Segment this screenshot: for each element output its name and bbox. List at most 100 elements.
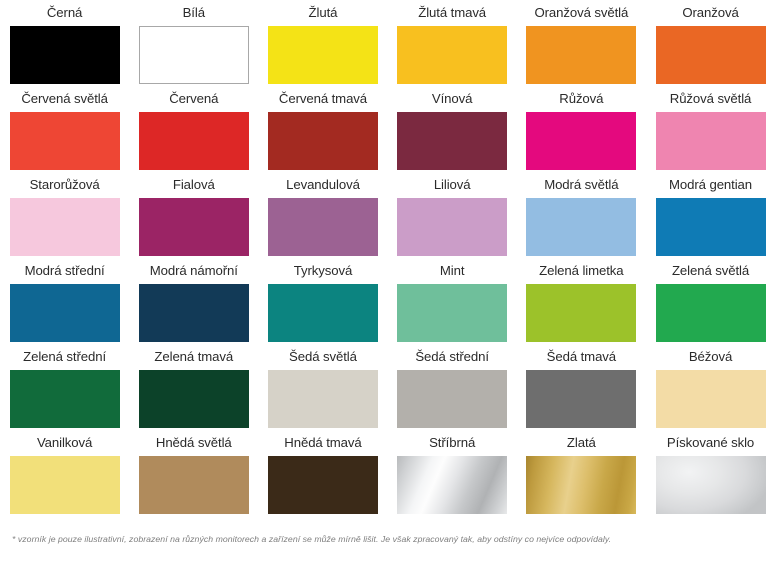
swatch-cell[interactable]: Zlatá — [517, 430, 646, 516]
swatch-label: Bílá — [182, 5, 205, 21]
swatch-color-chip[interactable] — [9, 26, 120, 84]
swatch-color-chip[interactable] — [397, 370, 508, 428]
swatch-cell[interactable]: Liliová — [388, 172, 517, 258]
swatch-cell[interactable]: Růžová — [517, 86, 646, 172]
swatch-label: Zelená střední — [23, 349, 107, 365]
swatch-label: Hnědá tmavá — [284, 435, 362, 451]
swatch-color-chip[interactable] — [397, 456, 508, 514]
swatch-cell[interactable]: Starorůžová — [0, 172, 129, 258]
swatch-cell[interactable]: Levandulová — [258, 172, 387, 258]
swatch-color-chip[interactable] — [267, 198, 378, 256]
swatch-cell[interactable]: Oranžová světlá — [517, 0, 646, 86]
swatch-cell[interactable]: Červená tmavá — [258, 86, 387, 172]
swatch-color-chip[interactable] — [138, 112, 249, 170]
swatch-label: Oranžová světlá — [534, 5, 629, 21]
swatch-cell[interactable]: Žlutá tmavá — [388, 0, 517, 86]
swatch-cell[interactable]: Vínová — [388, 86, 517, 172]
swatch-label: Levandulová — [286, 177, 360, 193]
swatch-label: Žlutá — [308, 5, 338, 21]
swatch-cell[interactable]: Bílá — [129, 0, 258, 86]
swatch-color-chip[interactable] — [138, 198, 249, 256]
swatch-color-chip[interactable] — [526, 198, 637, 256]
color-swatch-grid: Černá Bílá Žlutá Žlutá tmavá Oranžová světlá… — [0, 0, 775, 516]
swatch-cell[interactable]: Zelená limetka — [517, 258, 646, 344]
swatch-cell[interactable]: Vanilková — [0, 430, 129, 516]
swatch-color-chip[interactable] — [655, 198, 766, 256]
swatch-color-chip[interactable] — [655, 112, 766, 170]
swatch-label: Hnědá světlá — [155, 435, 232, 451]
swatch-cell[interactable]: Mint — [388, 258, 517, 344]
swatch-color-chip[interactable] — [397, 284, 508, 342]
swatch-cell[interactable]: Modrá gentian — [646, 172, 775, 258]
swatch-color-chip[interactable] — [138, 284, 249, 342]
swatch-label: Pískované sklo — [666, 435, 755, 451]
swatch-label: Zelená světlá — [671, 263, 750, 279]
swatch-label: Šedá tmavá — [546, 349, 617, 365]
swatch-cell[interactable]: Hnědá světlá — [129, 430, 258, 516]
swatch-label: Liliová — [433, 177, 471, 193]
swatch-color-chip[interactable] — [9, 456, 120, 514]
swatch-cell[interactable]: Zelená světlá — [646, 258, 775, 344]
swatch-label: Oranžová — [682, 5, 739, 21]
swatch-cell[interactable]: Béžová — [646, 344, 775, 430]
swatch-color-chip[interactable] — [526, 112, 637, 170]
swatch-cell[interactable]: Hnědá tmavá — [258, 430, 387, 516]
swatch-color-chip[interactable] — [267, 284, 378, 342]
swatch-color-chip[interactable] — [138, 456, 249, 514]
swatch-cell[interactable]: Šedá střední — [388, 344, 517, 430]
swatch-color-chip[interactable] — [397, 198, 508, 256]
swatch-color-chip[interactable] — [655, 456, 766, 514]
swatch-color-chip[interactable] — [526, 26, 637, 84]
swatch-color-chip[interactable] — [655, 26, 766, 84]
swatch-color-chip[interactable] — [526, 370, 637, 428]
swatch-color-chip[interactable] — [267, 370, 378, 428]
swatch-cell[interactable]: Červená světlá — [0, 86, 129, 172]
swatch-cell[interactable]: Žlutá — [258, 0, 387, 86]
swatch-color-chip[interactable] — [9, 112, 120, 170]
swatch-label: Vanilková — [36, 435, 93, 451]
swatch-color-chip[interactable] — [397, 112, 508, 170]
swatch-label: Zlatá — [566, 435, 596, 451]
swatch-label: Modrá střední — [24, 263, 105, 279]
swatch-color-chip[interactable] — [397, 26, 508, 84]
swatch-color-chip[interactable] — [267, 112, 378, 170]
swatch-color-chip[interactable] — [526, 284, 637, 342]
swatch-label: Béžová — [688, 349, 733, 365]
swatch-color-chip[interactable] — [9, 198, 120, 256]
swatch-color-chip[interactable] — [655, 370, 766, 428]
swatch-cell[interactable]: Fialová — [129, 172, 258, 258]
swatch-color-chip[interactable] — [9, 370, 120, 428]
swatch-color-chip[interactable] — [267, 456, 378, 514]
swatch-label: Růžová — [559, 91, 604, 107]
swatch-color-chip[interactable] — [526, 456, 637, 514]
swatch-label: Černá — [46, 5, 83, 21]
swatch-cell[interactable]: Oranžová — [646, 0, 775, 86]
swatch-cell[interactable]: Červená — [129, 86, 258, 172]
swatch-label: Starorůžová — [29, 177, 100, 193]
swatch-cell[interactable]: Modrá světlá — [517, 172, 646, 258]
swatch-cell[interactable]: Pískované sklo — [646, 430, 775, 516]
swatch-color-chip[interactable] — [655, 284, 766, 342]
swatch-cell[interactable]: Šedá světlá — [258, 344, 387, 430]
swatch-cell[interactable]: Zelená tmavá — [129, 344, 258, 430]
swatch-label: Žlutá tmavá — [418, 5, 487, 21]
swatch-color-chip[interactable] — [267, 26, 378, 84]
swatch-cell[interactable]: Zelená střední — [0, 344, 129, 430]
swatch-label: Červená světlá — [21, 91, 108, 107]
swatch-label: Tyrkysová — [293, 263, 353, 279]
swatch-color-chip[interactable] — [138, 26, 249, 84]
swatch-label: Zelená tmavá — [154, 349, 234, 365]
swatch-cell[interactable]: Modrá námořní — [129, 258, 258, 344]
swatch-label: Růžová světlá — [669, 91, 752, 107]
swatch-label: Šedá střední — [415, 349, 489, 365]
swatch-color-chip[interactable] — [9, 284, 120, 342]
swatch-cell[interactable]: Černá — [0, 0, 129, 86]
swatch-label: Fialová — [172, 177, 215, 193]
swatch-cell[interactable]: Modrá střední — [0, 258, 129, 344]
swatch-color-chip[interactable] — [138, 370, 249, 428]
swatch-cell[interactable]: Tyrkysová — [258, 258, 387, 344]
swatch-cell[interactable]: Stříbrná — [388, 430, 517, 516]
swatch-cell[interactable]: Šedá tmavá — [517, 344, 646, 430]
swatch-label: Modrá námořní — [149, 263, 238, 279]
swatch-cell[interactable]: Růžová světlá — [646, 86, 775, 172]
